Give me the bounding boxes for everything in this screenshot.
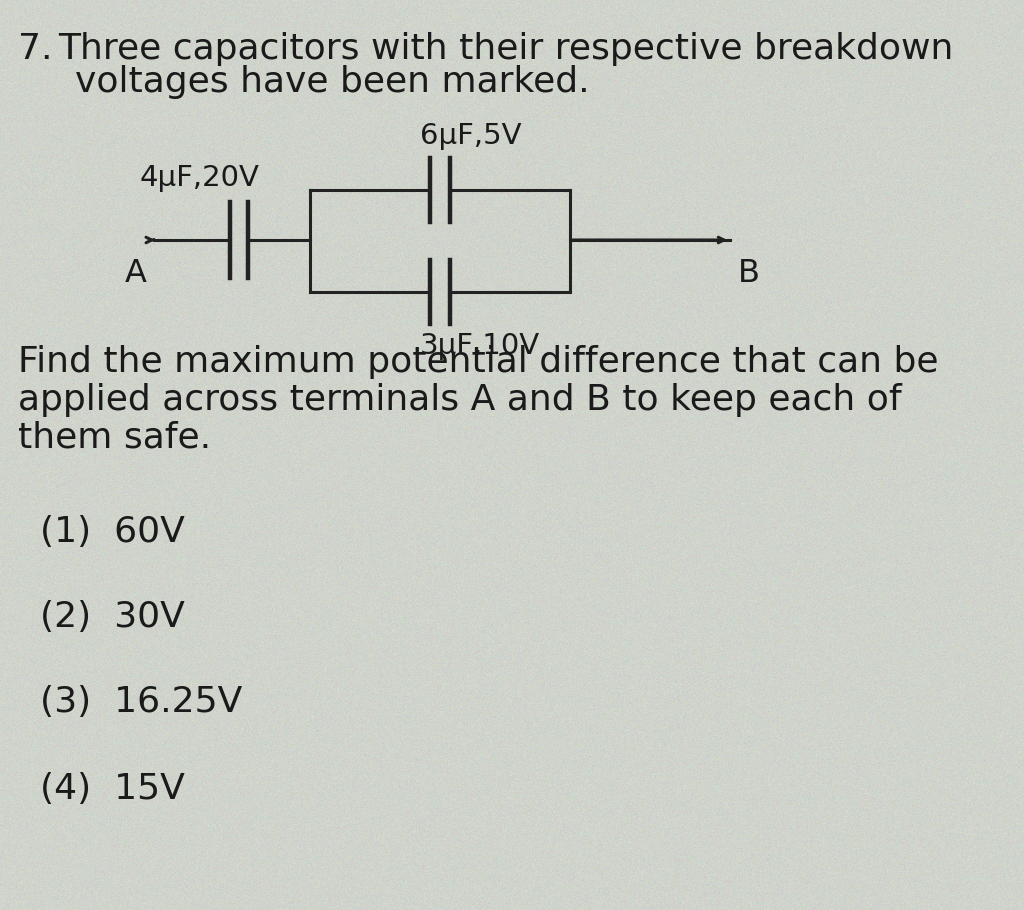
Text: applied across terminals A and B to keep each of: applied across terminals A and B to keep… — [18, 383, 901, 417]
Text: A: A — [125, 258, 147, 289]
Text: B: B — [738, 258, 760, 289]
Text: 4μF,20V: 4μF,20V — [140, 164, 260, 192]
Text: (4)  15V: (4) 15V — [40, 772, 185, 806]
Text: (1)  60V: (1) 60V — [40, 515, 185, 549]
Text: Three capacitors with their respective breakdown: Three capacitors with their respective b… — [58, 32, 953, 66]
Text: (2)  30V: (2) 30V — [40, 600, 185, 634]
Text: 3μF,10V: 3μF,10V — [420, 332, 540, 360]
Text: (3)  16.25V: (3) 16.25V — [40, 685, 243, 719]
Text: them safe.: them safe. — [18, 421, 211, 455]
Text: Find the maximum potential difference that can be: Find the maximum potential difference th… — [18, 345, 939, 379]
Text: voltages have been marked.: voltages have been marked. — [75, 65, 590, 99]
Text: 7.: 7. — [18, 32, 52, 66]
Text: 6μF,5V: 6μF,5V — [420, 122, 521, 150]
